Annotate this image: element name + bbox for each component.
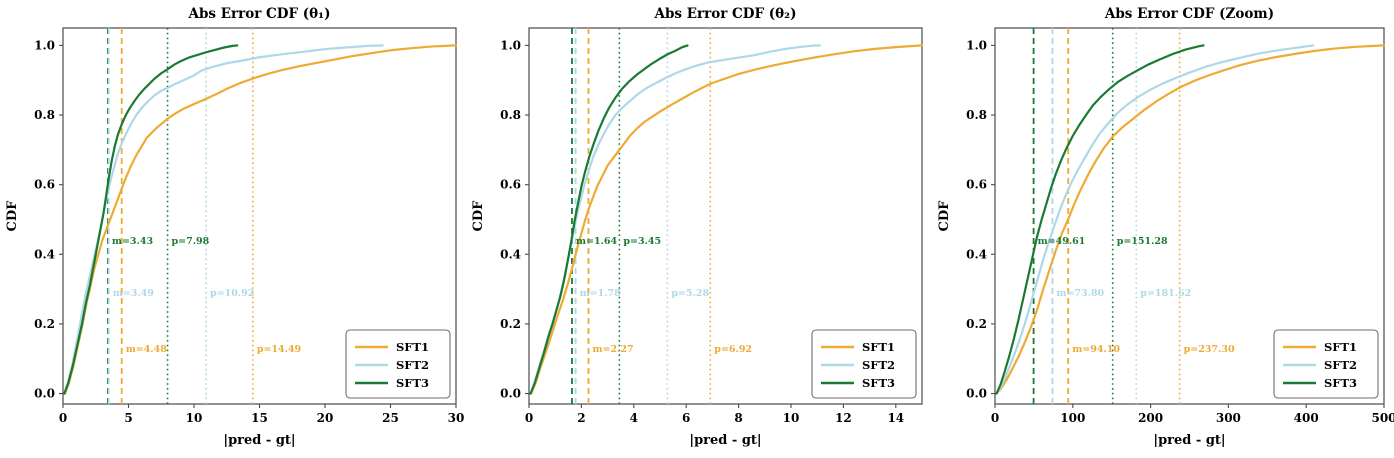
x-tick-label: 0 [991, 411, 999, 425]
y-tick-label: 1.0 [500, 38, 521, 52]
annotation-p90-sft3: p=7.98 [172, 236, 210, 247]
legend-label-sft3: SFT3 [1324, 376, 1357, 390]
x-tick-label: 25 [382, 411, 399, 425]
annotation-median-sft3: m=1.64 [576, 236, 618, 247]
legend-label-sft2: SFT2 [862, 358, 895, 372]
annotation-median-sft2: m=3.49 [113, 288, 155, 299]
legend: SFT1 SFT2 SFT3 [1273, 329, 1379, 399]
y-axis-label: CDF [471, 200, 486, 232]
chart-panel-zoom: Abs Error CDF (Zoom) 0.0 0.2 0.4 0.6 0.8 1.0 0 1… [932, 0, 1394, 458]
legend-label-sft3: SFT3 [396, 376, 429, 390]
x-tick-label: 8 [734, 411, 742, 425]
annotation-median-sft1: m=94.10 [1072, 344, 1120, 355]
cdf-curve-sft1 [995, 44, 1386, 395]
legend-label-sft2: SFT2 [396, 358, 429, 372]
legend-label-sft1: SFT1 [396, 340, 429, 354]
y-tick-label: 0.8 [966, 108, 987, 122]
annotation-p90-sft3: p=3.45 [623, 236, 661, 247]
annotation-p90-sft3: p=151.28 [1117, 236, 1168, 247]
annotation-median-sft3: m=3.43 [112, 236, 153, 247]
x-tick-label: 0 [525, 411, 533, 425]
y-tick-label: 0.6 [500, 178, 521, 192]
panel-title: Abs Error CDF (θ₁) [188, 6, 331, 22]
legend-label-sft2: SFT2 [1324, 358, 1357, 372]
y-tick-label: 0.4 [500, 247, 521, 261]
annotation-p90-sft2: p=10.92 [210, 288, 254, 299]
x-tick-label: 30 [448, 411, 465, 425]
x-tick-label: 15 [251, 411, 268, 425]
x-tick-label: 300 [1216, 411, 1241, 425]
y-tick-label: 0.0 [966, 387, 987, 401]
x-tick-label: 6 [682, 411, 690, 425]
cdf-curve-sft2 [63, 44, 384, 395]
cdf-curve-sft2 [995, 44, 1315, 395]
y-tick-label: 0.8 [500, 108, 521, 122]
x-tick-label: 200 [1138, 411, 1163, 425]
y-tick-label: 1.0 [34, 38, 55, 52]
annotation-median-sft2: m=1.78 [580, 288, 622, 299]
y-tick-label: 0.0 [500, 387, 521, 401]
x-axis-label: |pred - gt| [223, 433, 295, 448]
x-tick-label: 4 [630, 411, 638, 425]
x-tick-label: 2 [577, 411, 585, 425]
chart-svg: Abs Error CDF (θ₂) 0.0 0.2 0.4 0.6 0.8 1.0 0 2 4 6… [466, 0, 932, 458]
chart-panel-theta2: Abs Error CDF (θ₂) 0.0 0.2 0.4 0.6 0.8 1.0 0 2 4 6… [466, 0, 932, 458]
x-tick-label: 14 [887, 411, 904, 425]
annotation-p90-sft1: p=237.30 [1184, 344, 1235, 355]
annotation-median-sft1: m=2.27 [592, 344, 633, 355]
x-tick-label: 10 [783, 411, 800, 425]
legend-label-sft1: SFT1 [862, 340, 895, 354]
cdf-curve-sft1 [63, 44, 458, 395]
cdf-curve-sft3 [63, 44, 239, 395]
legend-label-sft1: SFT1 [1324, 340, 1357, 354]
y-tick-label: 0.4 [34, 247, 55, 261]
y-tick-label: 0.2 [966, 317, 987, 331]
y-tick-label: 0.4 [966, 247, 987, 261]
y-tick-label: 1.0 [966, 38, 987, 52]
y-tick-label: 0.6 [966, 178, 987, 192]
annotation-p90-sft1: p=6.92 [714, 344, 752, 355]
x-tick-label: 10 [186, 411, 203, 425]
x-axis-label: |pred - gt| [689, 433, 761, 448]
x-tick-label: 5 [124, 411, 132, 425]
y-axis-label: CDF [937, 200, 952, 232]
plot-frame [994, 27, 1385, 405]
annotation-p90-sft2: p=181.62 [1140, 288, 1191, 299]
legend-label-sft3: SFT3 [862, 376, 895, 390]
chart-panel-theta1: Abs Error CDF (θ₁) 0.0 0.2 0.4 0.6 0.8 1.0 0 5 10… [0, 0, 466, 458]
x-tick-label: 12 [835, 411, 852, 425]
chart-svg: Abs Error CDF (Zoom) 0.0 0.2 0.4 0.6 0.8 1.0 0 1… [932, 0, 1394, 458]
panel-title: Abs Error CDF (Zoom) [1104, 6, 1274, 22]
cdf-curve-sft3 [529, 44, 689, 395]
panel-title: Abs Error CDF (θ₂) [654, 6, 797, 22]
legend: SFT1 SFT2 SFT3 [811, 329, 917, 399]
annotation-median-sft3: m=49.61 [1038, 236, 1086, 247]
chart-svg: Abs Error CDF (θ₁) 0.0 0.2 0.4 0.6 0.8 1.0 0 5 10… [0, 0, 466, 458]
y-tick-label: 0.2 [500, 317, 521, 331]
y-axis-label: CDF [5, 200, 20, 232]
plot-frame [528, 27, 923, 405]
annotation-median-sft2: m=73.80 [1056, 288, 1104, 299]
annotation-median-sft1: m=4.48 [126, 344, 168, 355]
y-tick-label: 0.8 [34, 108, 55, 122]
x-tick-label: 20 [317, 411, 334, 425]
legend: SFT1 SFT2 SFT3 [345, 329, 451, 399]
annotation-p90-sft1: p=14.49 [257, 344, 302, 355]
x-axis-label: |pred - gt| [1153, 433, 1225, 448]
cdf-curve-sft3 [995, 44, 1205, 395]
cdf-curve-sft1 [530, 44, 924, 395]
annotation-p90-sft2: p=5.28 [671, 288, 709, 299]
x-tick-label: 0 [59, 411, 67, 425]
y-tick-label: 0.2 [34, 317, 55, 331]
x-tick-label: 500 [1371, 411, 1394, 425]
y-tick-label: 0.6 [34, 178, 55, 192]
x-tick-label: 100 [1060, 411, 1085, 425]
x-tick-label: 400 [1294, 411, 1319, 425]
y-tick-label: 0.0 [34, 387, 55, 401]
